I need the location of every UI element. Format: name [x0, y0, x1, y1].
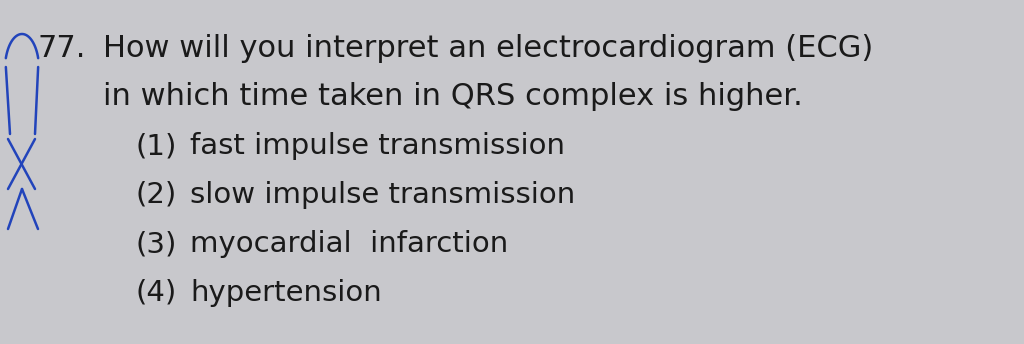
Text: slow impulse transmission: slow impulse transmission: [190, 181, 575, 209]
Text: 77.: 77.: [38, 34, 86, 63]
Text: fast impulse transmission: fast impulse transmission: [190, 132, 565, 160]
Text: How will you interpret an electrocardiogram (ECG): How will you interpret an electrocardiog…: [103, 34, 873, 63]
Text: hypertension: hypertension: [190, 279, 382, 307]
Text: (3): (3): [135, 230, 176, 258]
Text: (4): (4): [135, 279, 176, 307]
Text: (2): (2): [135, 181, 176, 209]
Text: myocardial  infarction: myocardial infarction: [190, 230, 508, 258]
Text: (1): (1): [135, 132, 176, 160]
Text: in which time taken in QRS complex is higher.: in which time taken in QRS complex is hi…: [103, 82, 803, 111]
